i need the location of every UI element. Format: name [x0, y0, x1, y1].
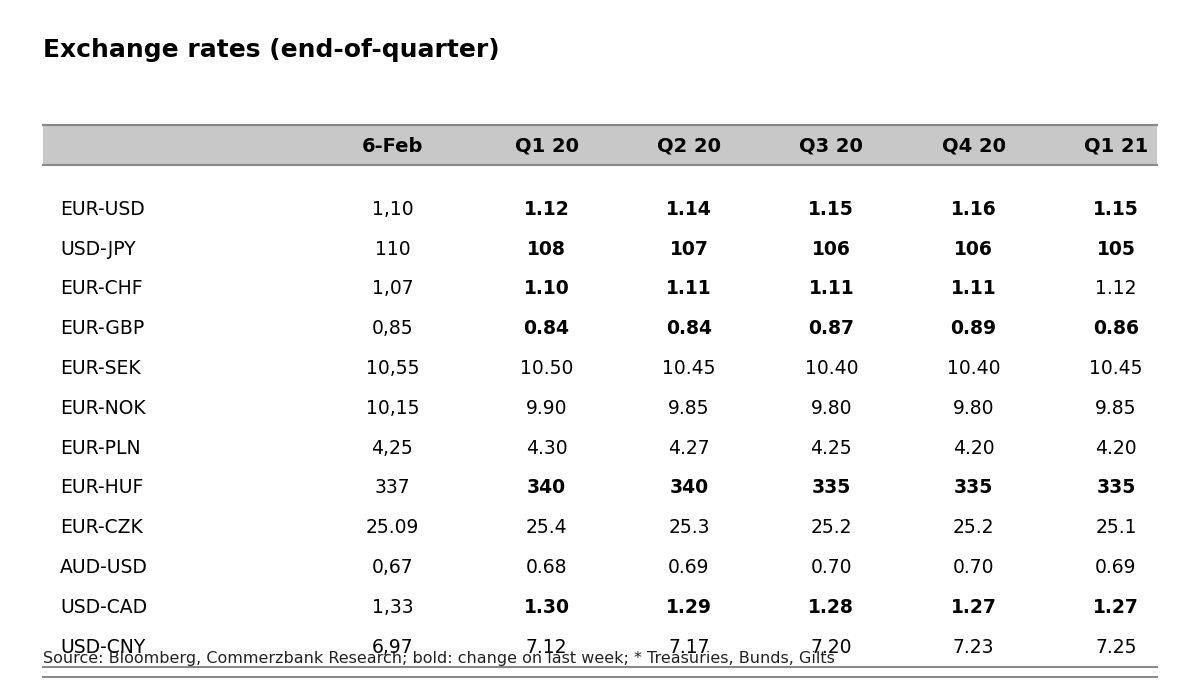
Text: 25.2: 25.2 [953, 518, 995, 537]
Text: 10.50: 10.50 [520, 359, 574, 378]
Text: 25.09: 25.09 [366, 518, 419, 537]
Text: 25.1: 25.1 [1096, 518, 1136, 537]
Text: 10.45: 10.45 [662, 359, 715, 378]
Text: 9.80: 9.80 [810, 399, 852, 418]
Text: 1.12: 1.12 [1096, 279, 1136, 298]
Text: 1.14: 1.14 [666, 199, 712, 219]
Text: 0.86: 0.86 [1093, 319, 1139, 338]
Text: AUD-USD: AUD-USD [60, 558, 148, 577]
Text: 1,07: 1,07 [372, 279, 413, 298]
Text: Q1 20: Q1 20 [515, 136, 578, 155]
Text: 6,97: 6,97 [372, 638, 413, 657]
Text: Q2 20: Q2 20 [656, 136, 721, 155]
Text: USD-JPY: USD-JPY [60, 239, 136, 258]
Text: 7.17: 7.17 [668, 638, 709, 657]
Text: 340: 340 [527, 478, 566, 498]
Text: 0.69: 0.69 [668, 558, 709, 577]
Text: 1.16: 1.16 [950, 199, 996, 219]
Text: 1.15: 1.15 [809, 199, 854, 219]
Text: 105: 105 [1097, 239, 1135, 258]
Text: 4.20: 4.20 [1096, 439, 1136, 458]
Text: 0.84: 0.84 [666, 319, 712, 338]
Text: EUR-CZK: EUR-CZK [60, 518, 143, 537]
Text: 1.12: 1.12 [523, 199, 570, 219]
Text: 0.89: 0.89 [950, 319, 997, 338]
Text: 1.27: 1.27 [950, 598, 996, 617]
Text: EUR-PLN: EUR-PLN [60, 439, 140, 458]
Text: 108: 108 [527, 239, 566, 258]
Text: 110: 110 [374, 239, 410, 258]
Text: 1.10: 1.10 [523, 279, 570, 298]
Text: Exchange rates (end-of-quarter): Exchange rates (end-of-quarter) [42, 38, 499, 62]
Text: 1.11: 1.11 [950, 279, 996, 298]
Text: 1.27: 1.27 [1093, 598, 1139, 617]
Text: 9.90: 9.90 [526, 399, 568, 418]
Text: 0.70: 0.70 [810, 558, 852, 577]
Text: 10,55: 10,55 [366, 359, 419, 378]
Text: 7.25: 7.25 [1096, 638, 1136, 657]
Text: 10.45: 10.45 [1090, 359, 1142, 378]
Text: 0.68: 0.68 [526, 558, 568, 577]
Text: 10.40: 10.40 [947, 359, 1001, 378]
Text: 335: 335 [1097, 478, 1135, 498]
Text: Q4 20: Q4 20 [942, 136, 1006, 155]
Text: Q1 21: Q1 21 [1084, 136, 1148, 155]
Text: 7.23: 7.23 [953, 638, 995, 657]
Text: 4.30: 4.30 [526, 439, 568, 458]
Text: 7.20: 7.20 [810, 638, 852, 657]
Text: 10,15: 10,15 [366, 399, 419, 418]
Text: EUR-HUF: EUR-HUF [60, 478, 144, 498]
Text: 1,10: 1,10 [372, 199, 413, 219]
Text: 1.30: 1.30 [523, 598, 570, 617]
Text: 1.28: 1.28 [809, 598, 854, 617]
Text: Q3 20: Q3 20 [799, 136, 863, 155]
Text: USD-CAD: USD-CAD [60, 598, 148, 617]
Text: 25.3: 25.3 [668, 518, 709, 537]
Text: 335: 335 [954, 478, 994, 498]
Text: 1,33: 1,33 [372, 598, 413, 617]
Text: 6-Feb: 6-Feb [361, 136, 424, 155]
Text: 0.84: 0.84 [523, 319, 570, 338]
Text: 1.11: 1.11 [666, 279, 712, 298]
Text: 9.85: 9.85 [1096, 399, 1136, 418]
Text: 0,85: 0,85 [372, 319, 413, 338]
Text: 106: 106 [812, 239, 851, 258]
Text: 0.69: 0.69 [1096, 558, 1136, 577]
Text: 335: 335 [811, 478, 851, 498]
Text: 9.85: 9.85 [668, 399, 709, 418]
Text: 1.29: 1.29 [666, 598, 712, 617]
Text: 10.40: 10.40 [804, 359, 858, 378]
Text: 4.27: 4.27 [668, 439, 709, 458]
Text: 25.2: 25.2 [810, 518, 852, 537]
Bar [42, 125, 1158, 164]
Text: 337: 337 [374, 478, 410, 498]
Text: Source: Bloomberg, Commerzbank Research; bold: change on last week; * Treasuries: Source: Bloomberg, Commerzbank Research;… [42, 650, 834, 666]
Text: EUR-CHF: EUR-CHF [60, 279, 143, 298]
Text: 1.11: 1.11 [809, 279, 854, 298]
Text: 9.80: 9.80 [953, 399, 995, 418]
Text: 340: 340 [670, 478, 708, 498]
Text: EUR-USD: EUR-USD [60, 199, 145, 219]
Text: 106: 106 [954, 239, 994, 258]
Text: 4.25: 4.25 [810, 439, 852, 458]
Text: 1.15: 1.15 [1093, 199, 1139, 219]
Text: 0.87: 0.87 [809, 319, 854, 338]
Text: 7.12: 7.12 [526, 638, 568, 657]
Text: EUR-SEK: EUR-SEK [60, 359, 140, 378]
Text: 25.4: 25.4 [526, 518, 568, 537]
Text: USD-CNY: USD-CNY [60, 638, 145, 657]
Text: 4,25: 4,25 [372, 439, 413, 458]
Text: EUR-NOK: EUR-NOK [60, 399, 146, 418]
Text: 0.70: 0.70 [953, 558, 995, 577]
Text: EUR-GBP: EUR-GBP [60, 319, 144, 338]
Text: 4.20: 4.20 [953, 439, 995, 458]
Text: 0,67: 0,67 [372, 558, 413, 577]
Text: 107: 107 [670, 239, 708, 258]
